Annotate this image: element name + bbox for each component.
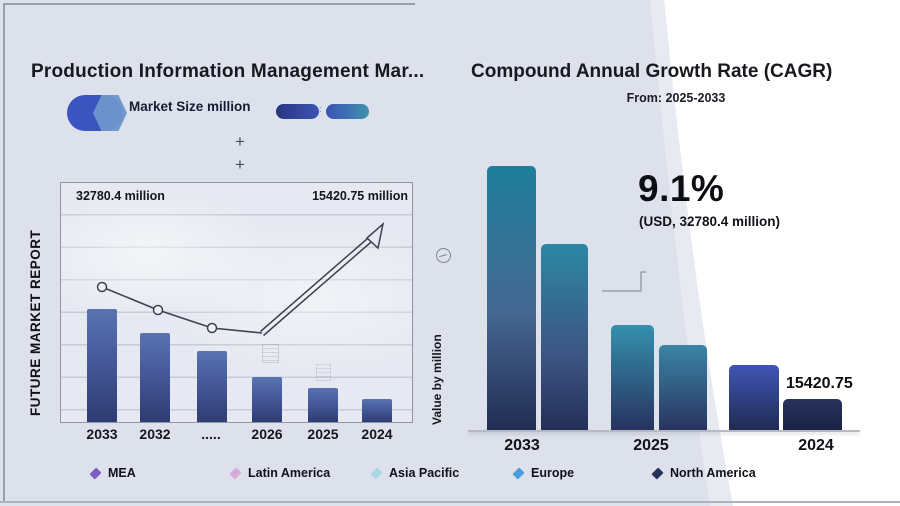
gradient-pill-left [276,104,319,119]
left-x-label-2026: 2026 [251,426,283,442]
watermark-vertical-text: FUTURE MARKET REPORT [28,229,43,416]
right-bar-2025-a [611,325,654,431]
brand-logo [67,95,127,131]
legend-label-latin-america: Latin America [248,466,331,480]
left-bar-2026 [252,377,282,422]
plus-icon: + [235,132,245,151]
frame-top-line [3,3,415,5]
left-x-label-2033: 2033 [86,426,118,442]
gradient-pill-right [326,104,369,119]
right-x-label-2024: 2024 [798,437,834,454]
cagr-basis-note: (USD, 32780.4 million) [639,214,781,229]
left-bar-2032 [140,333,170,422]
right-chart-2024-value-label: 15420.75 [786,375,853,392]
right-bar-2033-b [541,244,588,431]
cagr-value: 9.1% [638,168,725,209]
right-panel-title: Compound Annual Growth Rate (CAGR) [471,61,833,82]
legend-label-asia-pacific: Asia Pacific [389,466,460,480]
step-callout-line [602,271,646,292]
right-chart-baseline [468,430,860,432]
left-bar-2024 [362,399,392,422]
right-x-label-2025: 2025 [633,437,669,454]
left-x-label-2032: 2032 [139,426,171,442]
document-icon [316,364,331,381]
pill-separator: : [319,104,322,114]
left-bar-2033 [87,309,117,422]
left-x-label-gap: ..... [201,426,221,442]
left-panel-title: Production Information Management Mar... [31,61,425,82]
legend-label-europe: Europe [531,466,575,480]
right-panel-subtitle: From: 2025-2033 [626,91,726,105]
document-icon [262,344,279,363]
left-chart-end-value-label: 15420.75 million [312,189,408,203]
right-x-label-2033: 2033 [504,437,540,454]
frame-bottom-line [0,501,900,503]
right-bar-2025-b [659,345,707,431]
right-bar-2033-a [487,166,536,431]
plus-icon: + [235,155,245,174]
right-bar-2024-b [783,399,842,431]
legend-label-north-america: North America [670,466,756,480]
legend-label-mea: MEA [108,466,136,480]
right-bar-2024-a [729,365,779,431]
left-bar-2025 [308,388,338,422]
brand-label: Market Size million [129,99,251,114]
left-bar-gap-years [197,351,227,422]
frame-left-line [3,3,5,502]
left-chart-start-value-label: 32780.4 million [76,189,165,203]
value-axis-label: Value by million [430,334,444,425]
left-x-label-2025: 2025 [307,426,339,442]
left-x-label-2024: 2024 [361,426,393,442]
